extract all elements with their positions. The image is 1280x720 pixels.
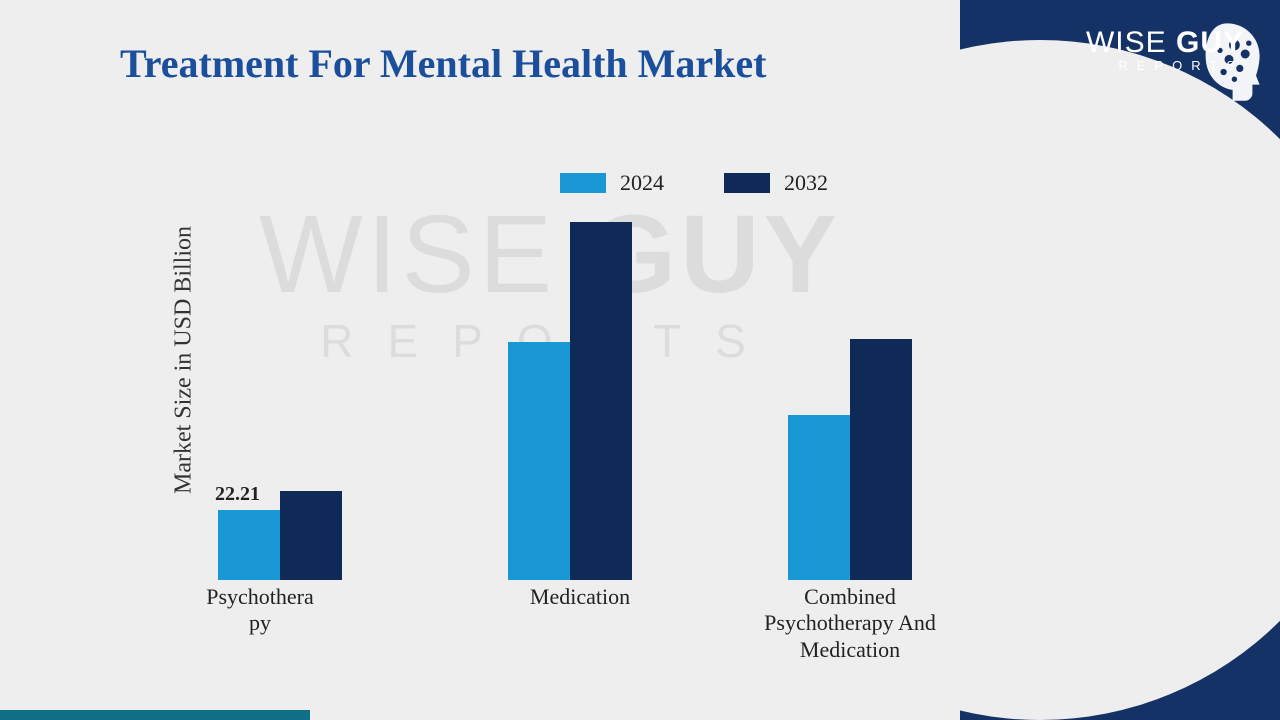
x-axis-labels: Psychotherapy Medication Combined Psychoth… [120,584,980,704]
logo-word-2: GUY [1176,26,1244,59]
bar-2032 [850,339,912,580]
logo-subtext: REPORTS [1086,58,1244,73]
bar-value-label: 22.21 [180,483,260,506]
bar-2024 [788,415,850,580]
bar-2024 [508,342,570,580]
bar-group: 22.21 [190,200,370,580]
legend: 2024 2032 [560,170,828,196]
bar-group [480,200,660,580]
bar-2032 [570,222,632,580]
bottom-accent-bar [0,710,310,720]
bar-group [760,200,940,580]
x-axis-label: Combined Psychotherapy And Medication [740,584,960,663]
x-axis-label: Psychotherapy [180,584,340,637]
legend-item-2032: 2032 [724,170,828,196]
bar-2024 [218,510,280,580]
x-axis-label: Medication [480,584,680,610]
plot-area: 22.21 [120,200,980,580]
brand-logo: WISE GUY REPORTS [1086,26,1244,73]
legend-swatch-2032 [724,173,770,193]
chart-title: Treatment For Mental Health Market [120,40,766,87]
legend-label-2024: 2024 [620,170,664,196]
chart-stage: WISE GUY REPORTS Treatment For Mental He… [0,0,1280,720]
legend-item-2024: 2024 [560,170,664,196]
logo-word-1: WISE [1086,26,1167,59]
bar-2032 [280,491,342,580]
legend-label-2032: 2032 [784,170,828,196]
legend-swatch-2024 [560,173,606,193]
